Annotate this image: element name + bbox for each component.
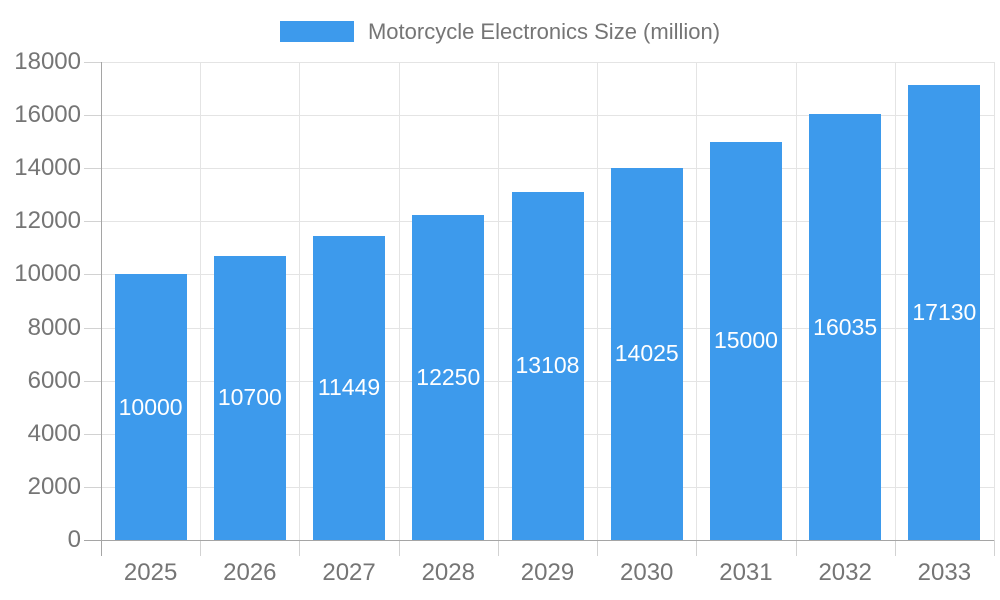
bar-value-label: 10700 (217, 384, 282, 411)
y-axis-tick-label: 2000 (27, 472, 81, 500)
h-gridline (101, 115, 994, 117)
x-axis-tick (696, 540, 698, 556)
v-gridline (299, 62, 301, 540)
legend-swatch-icon (279, 21, 354, 42)
h-gridline (101, 62, 994, 63)
bar-value-label: 16035 (813, 313, 878, 340)
x-axis-tick-label: 2029 (520, 559, 575, 586)
v-gridline (894, 62, 896, 540)
x-axis-tick (497, 540, 499, 556)
y-axis-tick-label: 8000 (27, 313, 81, 341)
y-axis-tick (84, 380, 101, 382)
bar-value-label: 15000 (713, 327, 778, 354)
y-axis-tick-label: 12000 (14, 207, 81, 235)
bar-value-label: 14025 (614, 340, 679, 367)
x-axis-tick (894, 540, 896, 556)
y-axis-tick-label: 4000 (27, 419, 81, 447)
y-axis-tick-label: 14000 (14, 154, 81, 182)
bar-2027: 11449 (313, 235, 386, 540)
bar-value-label: 11449 (317, 374, 381, 401)
bar-value-label: 13108 (515, 352, 580, 379)
y-axis-tick (84, 62, 101, 63)
x-axis-tick-label: 2032 (818, 559, 872, 586)
x-axis-tick (795, 540, 797, 556)
y-axis-tick (84, 115, 101, 117)
bar-2031: 15000 (709, 141, 782, 540)
v-gridline (994, 62, 995, 540)
x-axis-tick (597, 540, 599, 556)
x-axis-tick-label: 2028 (421, 559, 475, 586)
y-axis-tick-label: 18000 (14, 48, 81, 75)
v-gridline (497, 62, 499, 540)
legend-label: Motorcycle Electronics Size (million) (367, 19, 721, 44)
bar-value-label: 12250 (416, 363, 481, 390)
bar-2033: 17130 (908, 85, 981, 540)
x-axis-tick-label: 2027 (322, 559, 376, 586)
y-axis-tick (84, 486, 101, 488)
y-axis-tick-label: 0 (67, 526, 81, 553)
y-axis-tick (84, 433, 101, 435)
x-axis-tick (398, 540, 400, 556)
bar-2030: 14025 (610, 167, 683, 540)
x-axis-tick-label: 2025 (123, 559, 178, 586)
y-axis-tick (84, 168, 101, 170)
x-axis-tick (994, 540, 995, 556)
y-axis-tick-label: 16000 (14, 101, 81, 129)
v-gridline (597, 62, 599, 540)
bar-2026: 10700 (213, 255, 286, 540)
x-axis-tick-label: 2031 (719, 559, 773, 586)
x-axis-tick (200, 540, 202, 556)
y-axis-tick-label: 6000 (27, 366, 81, 394)
y-axis-tick (84, 221, 101, 223)
bar-2028: 12250 (412, 214, 485, 540)
v-gridline (398, 62, 400, 540)
v-gridline (795, 62, 797, 540)
bar-value-label: 17130 (912, 299, 977, 326)
x-axis-line (84, 540, 994, 541)
v-gridline (696, 62, 698, 540)
y-axis-tick-label: 10000 (14, 260, 81, 288)
v-gridline (200, 62, 202, 540)
x-axis-tick (299, 540, 301, 556)
bar-2025: 10000 (114, 274, 187, 540)
y-axis-tick (84, 274, 101, 276)
legend-item[interactable]: Motorcycle Electronics Size (million) (0, 19, 1000, 44)
x-axis-tick-label: 2033 (917, 559, 972, 586)
y-axis-tick (84, 327, 101, 329)
bar-2032: 16035 (809, 114, 882, 540)
x-axis-tick-label: 2030 (620, 559, 674, 586)
bar-value-label: 10000 (118, 393, 183, 420)
h-gridline (101, 168, 994, 170)
y-axis-line (101, 62, 102, 556)
x-axis-tick-label: 2026 (223, 559, 277, 586)
bar-2029: 13108 (511, 191, 584, 540)
